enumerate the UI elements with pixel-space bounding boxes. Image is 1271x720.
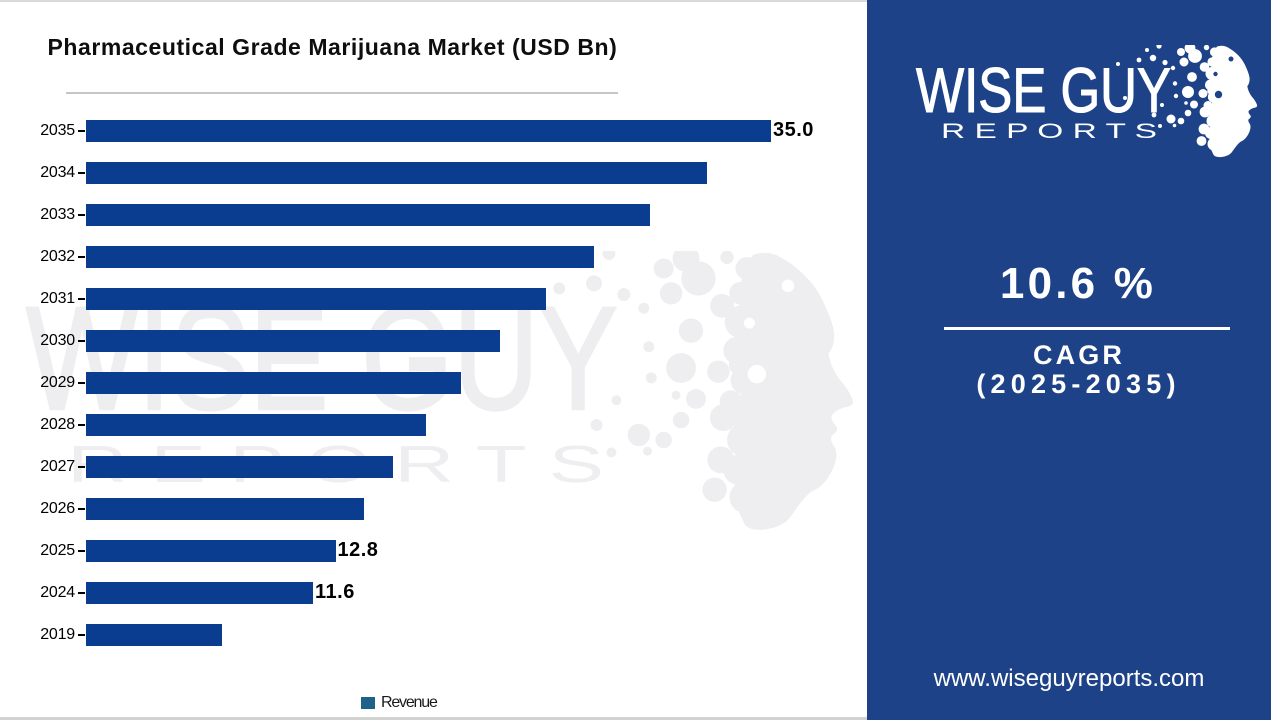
- svg-text:WISE GUY: WISE GUY: [916, 56, 1171, 126]
- svg-text:R E P O R T S: R E P O R T S: [941, 120, 1157, 143]
